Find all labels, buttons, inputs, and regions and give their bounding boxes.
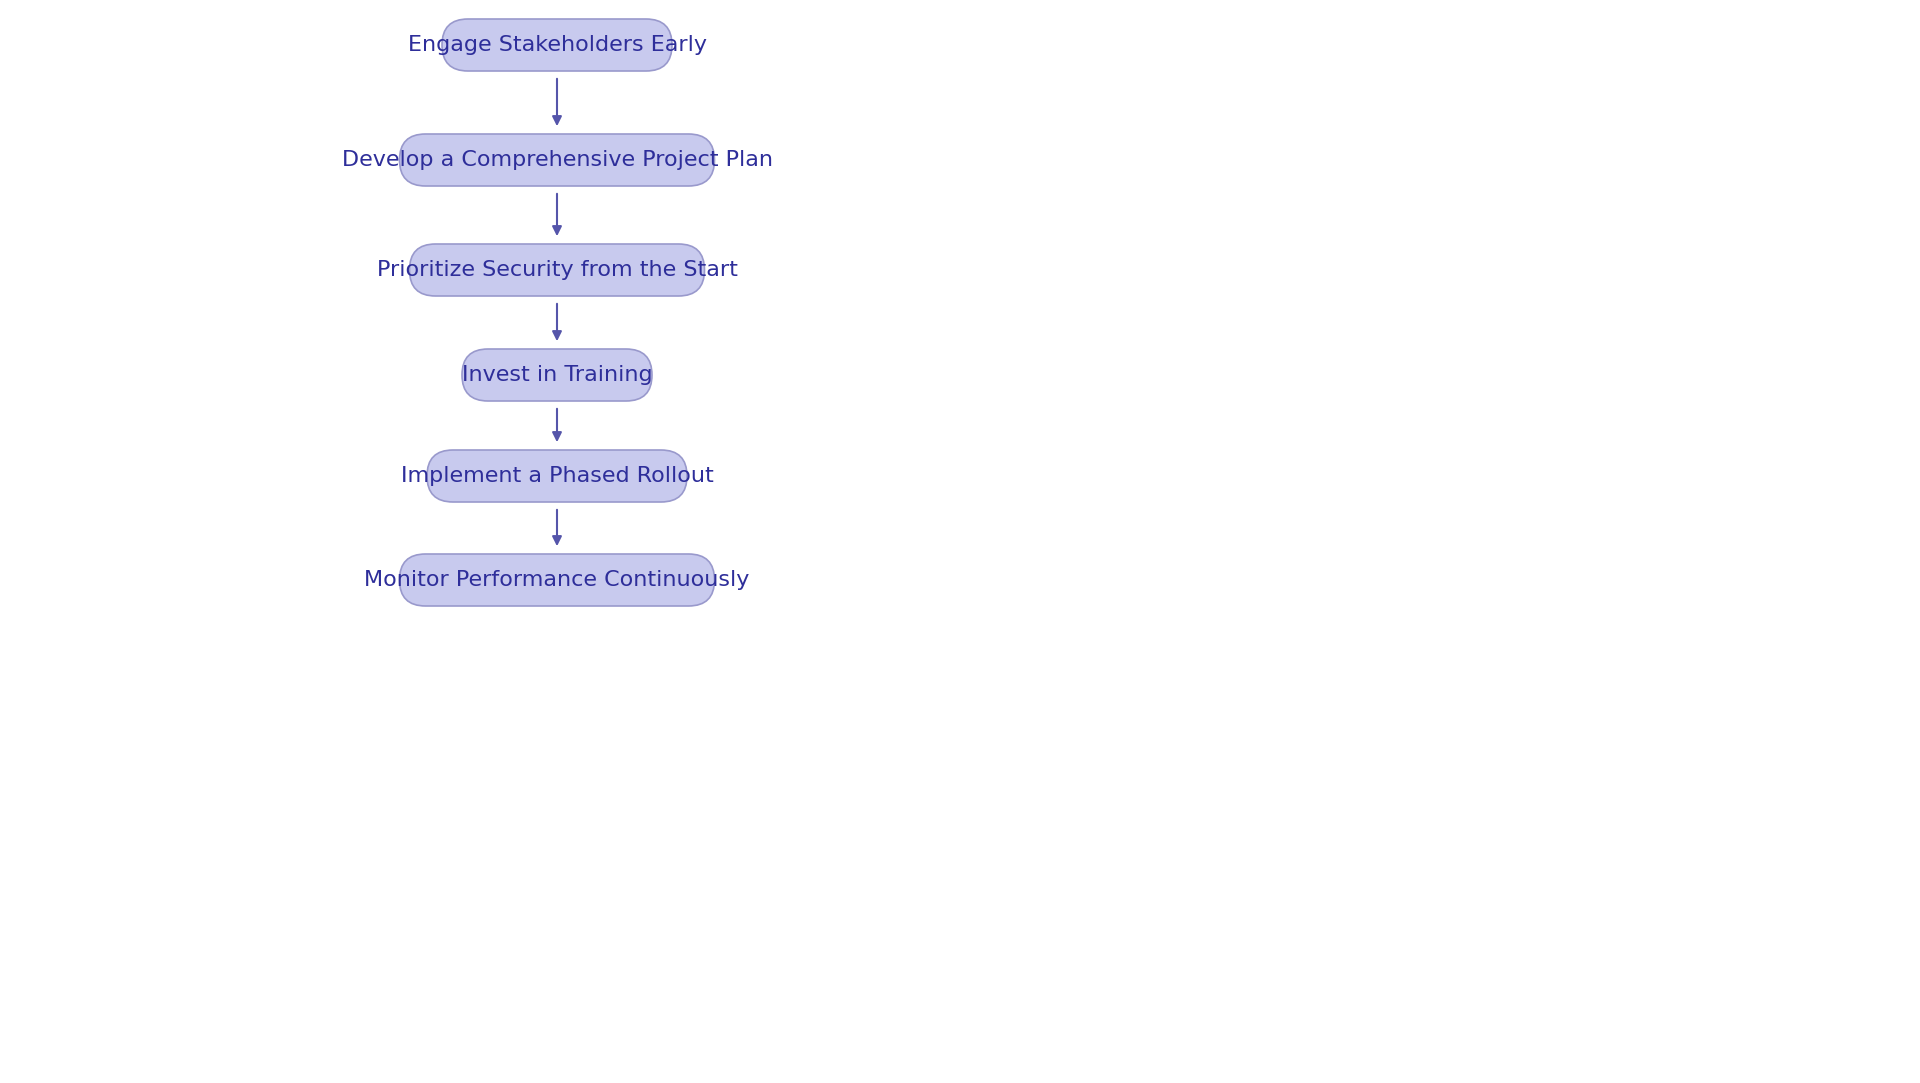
FancyBboxPatch shape: [463, 349, 653, 401]
FancyBboxPatch shape: [399, 134, 714, 186]
FancyBboxPatch shape: [442, 19, 672, 71]
Text: Monitor Performance Continuously: Monitor Performance Continuously: [365, 570, 749, 590]
Text: Engage Stakeholders Early: Engage Stakeholders Early: [407, 35, 707, 55]
FancyBboxPatch shape: [426, 451, 687, 503]
Text: Develop a Comprehensive Project Plan: Develop a Comprehensive Project Plan: [342, 151, 772, 170]
Text: Invest in Training: Invest in Training: [461, 365, 653, 384]
FancyBboxPatch shape: [409, 244, 705, 296]
Text: Prioritize Security from the Start: Prioritize Security from the Start: [376, 260, 737, 280]
FancyBboxPatch shape: [399, 554, 714, 606]
Text: Implement a Phased Rollout: Implement a Phased Rollout: [401, 466, 714, 486]
